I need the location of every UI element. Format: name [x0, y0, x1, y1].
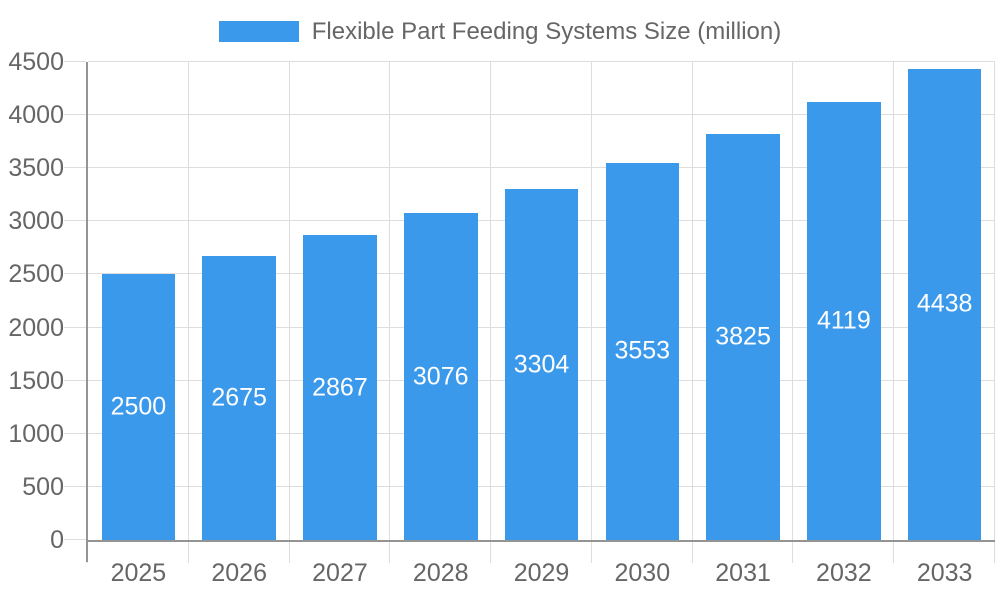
legend-swatch [218, 21, 299, 42]
y-axis-tick-label: 3000 [8, 207, 64, 236]
y-axis-tick-label: 500 [22, 472, 64, 501]
x-axis-tick [691, 541, 693, 563]
x-axis-tick [187, 541, 189, 563]
bar-cell: 3076 [390, 62, 491, 540]
bar-cell: 2867 [290, 62, 391, 540]
gridline-vertical [691, 62, 693, 540]
bar-value-label: 2675 [211, 383, 267, 412]
x-axis-tick-label: 2025 [110, 559, 167, 587]
x-axis-tick [288, 541, 290, 563]
x-axis-line [86, 540, 995, 542]
bar-cell: 3553 [592, 62, 693, 540]
plot-area: 2500 2675 2867 3076 3304 3553 3825 4119 4438 [64, 61, 995, 563]
bar-cell: 4438 [894, 62, 995, 540]
bar-value-label: 3553 [614, 336, 671, 365]
y-axis-tick-label: 1500 [8, 366, 64, 395]
y-axis-tick [64, 326, 86, 328]
bar-cell: 2675 [189, 62, 290, 540]
y-axis-tick [64, 61, 86, 62]
x-axis-tick-label: 2029 [513, 559, 570, 587]
bar-value-label: 3825 [715, 322, 771, 351]
bar-cell: 2500 [88, 62, 189, 540]
y-axis-line [86, 62, 88, 562]
x-axis-tick-label: 2027 [312, 559, 368, 587]
gridline-vertical [187, 62, 189, 540]
bar-cell: 4119 [793, 62, 894, 540]
y-axis-tick [64, 167, 86, 169]
x-axis-tick-label: 2030 [614, 559, 671, 587]
bar-2033: 4438 [907, 68, 982, 540]
x-axis-tick-label: 2031 [715, 559, 771, 587]
bar-series: 2500 2675 2867 3076 3304 3553 3825 4119 4438 [88, 62, 995, 540]
x-axis-tick-label: 2026 [211, 559, 267, 587]
bar-2028: 3076 [403, 213, 478, 540]
bar-value-label: 3076 [412, 362, 469, 391]
bar-value-label: 2867 [312, 373, 368, 402]
bar-value-label: 3304 [513, 350, 570, 379]
y-axis-tick-label: 3500 [8, 154, 64, 183]
x-axis-labels: 2025 2026 2027 2028 2029 2030 2031 2032 2033 [88, 557, 995, 589]
bar-2031: 3825 [706, 133, 780, 540]
gridline-vertical [288, 62, 290, 540]
gridline-vertical [590, 62, 592, 540]
x-axis-tick [490, 541, 492, 563]
x-axis-tick [389, 541, 391, 563]
y-axis-tick-label: 1000 [8, 419, 64, 448]
y-axis-tick [64, 220, 86, 222]
x-axis-tick [792, 541, 794, 563]
bar-2029: 3304 [504, 189, 579, 540]
gridline-vertical [994, 62, 995, 540]
x-axis-tick-label: 2033 [916, 559, 973, 587]
y-axis-tick [64, 114, 86, 116]
y-axis-tick-label: 0 [50, 526, 64, 554]
x-axis-tick [893, 541, 895, 563]
legend-label: Flexible Part Feeding Systems Size (mill… [311, 17, 782, 45]
y-axis-tick-label: 4500 [8, 48, 64, 76]
bar-cell: 3304 [491, 62, 592, 540]
x-axis-tick [590, 541, 592, 563]
bar-2032: 4119 [807, 102, 881, 540]
y-axis-tick-label: 2500 [8, 260, 64, 289]
y-axis-tick [64, 273, 86, 275]
y-axis-tick-label: 4000 [8, 101, 64, 130]
x-axis-tick-label: 2032 [816, 559, 872, 587]
bar-value-label: 4438 [916, 289, 973, 318]
bar-cell: 3825 [693, 62, 794, 540]
bar-2025: 2500 [101, 274, 176, 540]
bar-2030: 3553 [605, 162, 680, 540]
chart-legend[interactable]: Flexible Part Feeding Systems Size (mill… [0, 17, 1000, 45]
y-axis-labels: 0 500 1000 1500 2000 2500 3000 3500 4000 4500 [0, 48, 64, 554]
gridline-horizontal [88, 167, 995, 169]
gridline-vertical [893, 62, 895, 540]
bar-2027: 2867 [303, 235, 377, 540]
bar-value-label: 2500 [110, 392, 167, 421]
x-axis-tick-label: 2028 [412, 559, 469, 587]
y-axis-tick [64, 379, 86, 381]
y-axis-tick-label: 2000 [8, 313, 64, 342]
gridline-vertical [490, 62, 492, 540]
y-axis-tick [64, 485, 86, 487]
bar-value-label: 4119 [816, 306, 871, 335]
gridline-horizontal [88, 61, 995, 62]
y-axis-tick [64, 432, 86, 434]
bar-2026: 2675 [202, 255, 276, 540]
x-axis-tick [994, 541, 995, 563]
gridline-vertical [792, 62, 794, 540]
gridline-vertical [389, 62, 391, 540]
gridline-horizontal [88, 114, 995, 116]
y-axis-tick [64, 539, 86, 540]
